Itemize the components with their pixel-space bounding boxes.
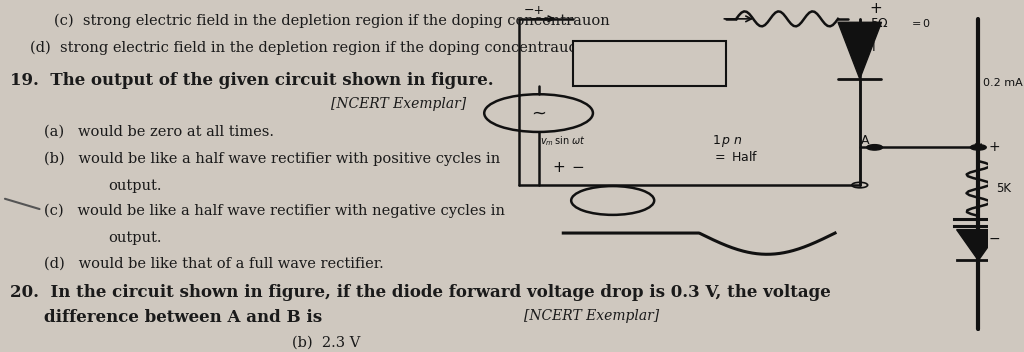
Bar xyxy=(573,41,726,86)
Text: +: + xyxy=(869,1,883,16)
Polygon shape xyxy=(838,22,882,79)
Text: [NCERT Exemplar]: [NCERT Exemplar] xyxy=(331,98,466,111)
Text: −: − xyxy=(988,232,999,246)
Text: +: + xyxy=(988,140,999,154)
Text: output.: output. xyxy=(109,231,162,245)
Text: ~: ~ xyxy=(531,104,546,122)
Text: A: A xyxy=(861,134,869,147)
Text: $v_m\,\sin\,\omega t$: $v_m\,\sin\,\omega t$ xyxy=(541,135,586,149)
Text: 5K: 5K xyxy=(996,182,1011,195)
Text: $r\!=\!1\;R\!=\!0$: $r\!=\!1\;R\!=\!0$ xyxy=(625,45,675,57)
Text: I: I xyxy=(871,40,876,54)
Text: −: − xyxy=(571,160,585,175)
Text: (a)   would be zero at all times.: (a) would be zero at all times. xyxy=(44,125,274,139)
Text: (d)  strong electric field in the depletion region if the doping concentrauon is: (d) strong electric field in the depleti… xyxy=(30,40,651,55)
Text: difference between A and B is: difference between A and B is xyxy=(44,309,323,326)
Text: 0.2 mA: 0.2 mA xyxy=(983,78,1023,88)
Text: (c)   would be like a half wave rectifier with negative cycles in: (c) would be like a half wave rectifier … xyxy=(44,204,506,218)
Text: $5\Omega$: $5\Omega$ xyxy=(869,17,889,30)
Text: (d)   would be like that of a full wave rectifier.: (d) would be like that of a full wave re… xyxy=(44,256,384,270)
Text: [NCERT Exemplar]: [NCERT Exemplar] xyxy=(523,309,658,323)
Text: (c)  strong electric field in the depletion region if the doping concentrauon: (c) strong electric field in the depleti… xyxy=(54,14,610,28)
Text: −+: −+ xyxy=(523,4,545,17)
Text: (b)  2.3 V: (b) 2.3 V xyxy=(292,336,359,350)
Text: $V\!=\!0$: $V\!=\!0$ xyxy=(636,62,664,75)
Text: $=$ Half: $=$ Half xyxy=(712,150,758,164)
Polygon shape xyxy=(956,230,1000,260)
Circle shape xyxy=(866,145,883,150)
Text: $1\,p\;n$: $1\,p\;n$ xyxy=(712,133,742,149)
Text: 20.  In the circuit shown in figure, if the diode forward voltage drop is 0.3 V,: 20. In the circuit shown in figure, if t… xyxy=(10,284,830,301)
Text: 19.  The output of the given circuit shown in figure.: 19. The output of the given circuit show… xyxy=(10,72,494,89)
Text: output.: output. xyxy=(109,179,162,193)
Text: $=0$: $=0$ xyxy=(909,17,931,29)
Circle shape xyxy=(971,145,986,150)
Text: +: + xyxy=(552,160,564,175)
Text: (b)   would be like a half wave rectifier with positive cycles in: (b) would be like a half wave rectifier … xyxy=(44,151,501,166)
